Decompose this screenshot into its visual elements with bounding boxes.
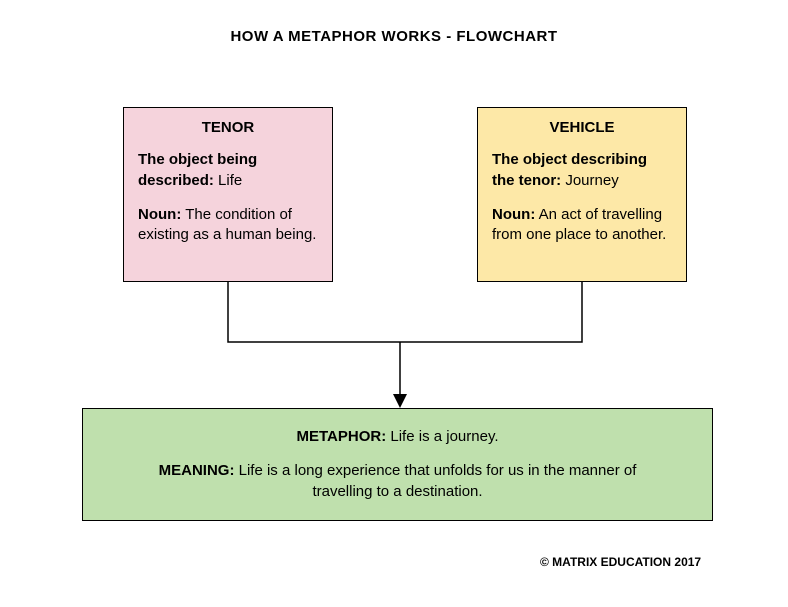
tenor-box: TENOR The object being described: Life N… [123,107,333,282]
meaning-label: MEANING: [159,462,235,479]
flowchart-canvas: HOW A METAPHOR WORKS - FLOWCHART TENOR T… [0,0,788,607]
metaphor-line: METAPHOR: Life is a journey. [97,427,698,447]
metaphor-value: Life is a journey. [386,428,498,445]
tenor-description: The object being described: Life [138,150,318,191]
tenor-noun-label: Noun: [138,206,181,223]
tenor-noun: Noun: The condition of existing as a hum… [138,205,318,246]
tenor-title: TENOR [138,118,318,138]
copyright-credit: © MATRIX EDUCATION 2017 [540,555,701,569]
vehicle-box: VEHICLE The object describing the tenor:… [477,107,687,282]
vehicle-noun-label: Noun: [492,206,535,223]
meaning-line: MEANING: Life is a long experience that … [97,461,698,502]
metaphor-result-box: METAPHOR: Life is a journey. MEANING: Li… [82,408,713,521]
vehicle-description: The object describing the tenor: Journey [492,150,672,191]
tenor-desc-value: Life [214,172,242,189]
vehicle-noun: Noun: An act of travelling from one plac… [492,205,672,246]
vehicle-title: VEHICLE [492,118,672,138]
vehicle-desc-value: Journey [561,172,619,189]
meaning-value: Life is a long experience that unfolds f… [234,462,636,499]
chart-title: HOW A METAPHOR WORKS - FLOWCHART [0,28,788,45]
metaphor-label: METAPHOR: [297,428,387,445]
